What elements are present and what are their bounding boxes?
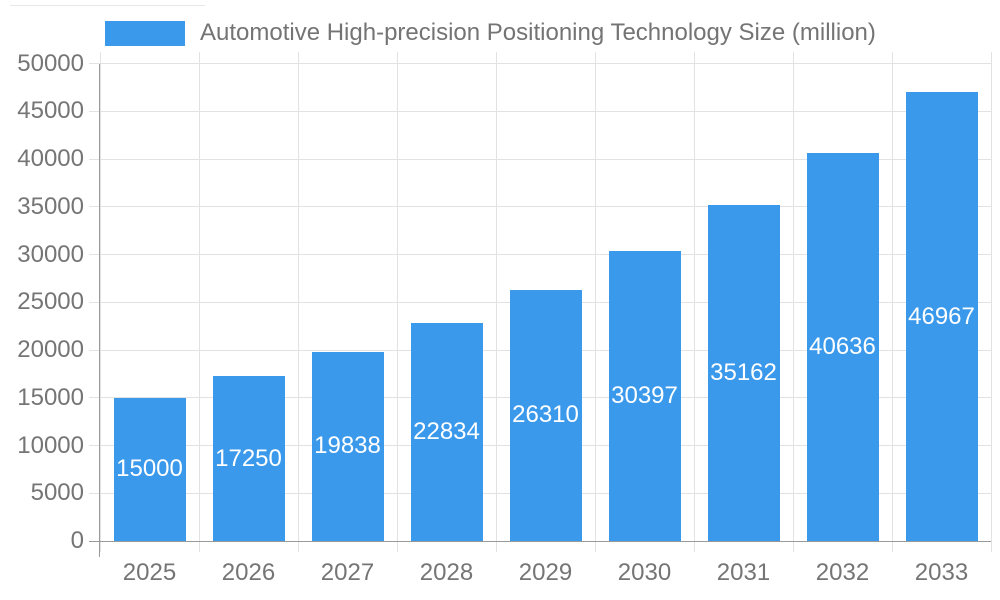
y-axis-tick-label: 20000 [17, 336, 84, 363]
y-axis-tick-label: 35000 [17, 192, 84, 220]
bar-2031[interactable] [707, 205, 780, 541]
x-axis-tick-label: 2033 [914, 559, 969, 586]
y-axis-tick-label: 30000 [17, 240, 84, 268]
y-axis-tick-label: 45000 [17, 97, 84, 125]
horizontal-gridline [89, 110, 991, 112]
x-axis-tick-label: 2027 [320, 559, 375, 586]
y-axis-tick-label: 25000 [17, 288, 84, 316]
y-axis-tick-label: 5000 [30, 479, 84, 507]
x-axis-line [89, 540, 991, 542]
x-axis-tick-label: 2029 [518, 559, 573, 586]
x-axis-tick-label: 2028 [419, 559, 474, 586]
bar-2033[interactable] [905, 92, 978, 541]
x-axis-tick-label: 2032 [815, 559, 870, 586]
y-axis-line [99, 63, 100, 557]
horizontal-gridline [89, 254, 991, 255]
bar-2030[interactable] [608, 250, 681, 541]
bar-2026[interactable] [212, 376, 285, 541]
x-axis-tick-label: 2026 [221, 559, 276, 586]
horizontal-gridline [89, 206, 991, 208]
bar-2025[interactable] [113, 397, 186, 541]
bar-2027[interactable] [311, 351, 384, 541]
y-axis-tick-label: 15000 [17, 383, 84, 411]
bar-2028[interactable] [410, 322, 483, 541]
legend-label: Automotive High-precision Positioning Te… [200, 19, 876, 46]
y-axis-tick-label: 0 [70, 527, 84, 554]
vertical-gridline [990, 52, 992, 552]
x-axis-tick-label: 2030 [617, 559, 672, 586]
x-axis-tick-label: 2031 [716, 559, 771, 586]
horizontal-gridline [89, 63, 991, 64]
y-axis-tick-label: 40000 [17, 145, 84, 172]
legend-swatch-icon [105, 21, 185, 46]
y-axis-tick-label: 10000 [17, 431, 84, 459]
y-axis-tick-label: 50000 [17, 49, 84, 77]
decorative-hairline [10, 5, 205, 6]
horizontal-gridline [89, 158, 991, 160]
bar-2032[interactable] [806, 152, 879, 541]
bar-2029[interactable] [509, 289, 582, 541]
x-axis-tick-label: 2025 [122, 559, 177, 586]
